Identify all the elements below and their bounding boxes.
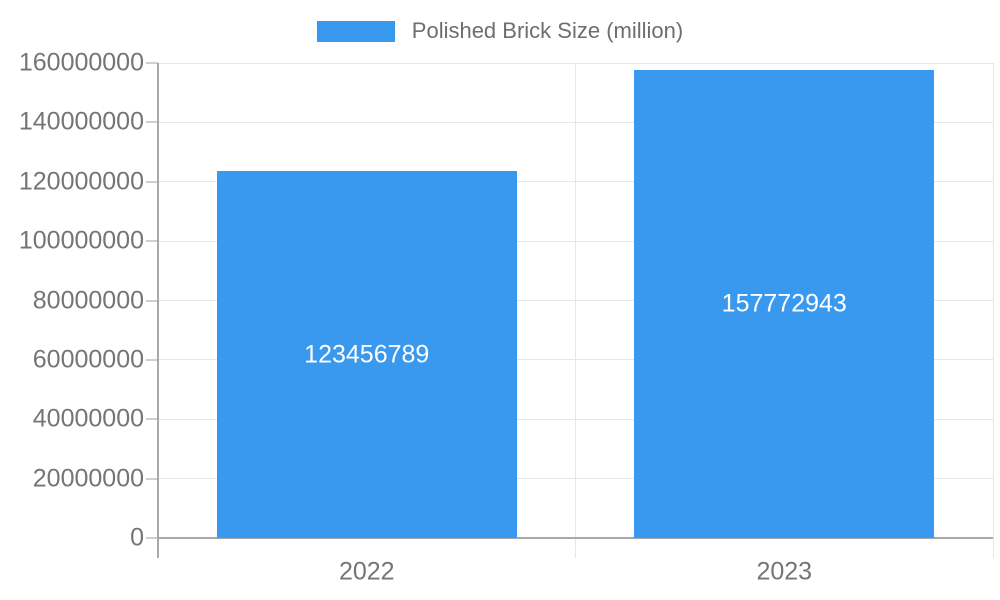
y-axis-label: 100000000 [18,226,144,255]
gridline-v [992,63,994,558]
bar-value-label: 123456789 [304,340,430,369]
y-axis-label: 140000000 [18,107,144,136]
gridline-v [575,63,576,558]
y-axis-tick [146,240,158,243]
y-axis-label: 80000000 [32,286,144,314]
y-axis-tick [146,537,158,539]
y-axis-tick [146,299,158,302]
y-axis-tick [146,62,158,64]
y-axis-label: 60000000 [32,345,144,374]
bar-2022[interactable] [216,171,517,538]
bar-2023[interactable] [634,69,935,538]
x-axis-line [158,537,993,539]
legend-label: Polished Brick Size (million) [411,18,684,43]
y-axis-label: 0 [130,523,144,552]
legend-swatch-icon [316,20,395,42]
y-axis-tick [146,180,158,183]
y-axis-label: 160000000 [18,48,144,77]
y-axis-label: 120000000 [18,167,144,196]
y-axis-line [157,63,159,558]
y-axis-tick [146,477,158,480]
y-axis-tick [146,418,158,421]
x-axis-label-2022: 2022 [338,557,395,586]
x-axis-label-2023: 2023 [756,557,813,586]
y-axis-tick [146,121,158,124]
chart-legend[interactable]: Polished Brick Size (million) [0,17,1000,45]
y-axis-label: 40000000 [32,404,144,433]
y-axis-tick [146,358,158,361]
y-axis-label: 20000000 [32,464,144,493]
bar-value-label: 157772943 [721,289,847,318]
